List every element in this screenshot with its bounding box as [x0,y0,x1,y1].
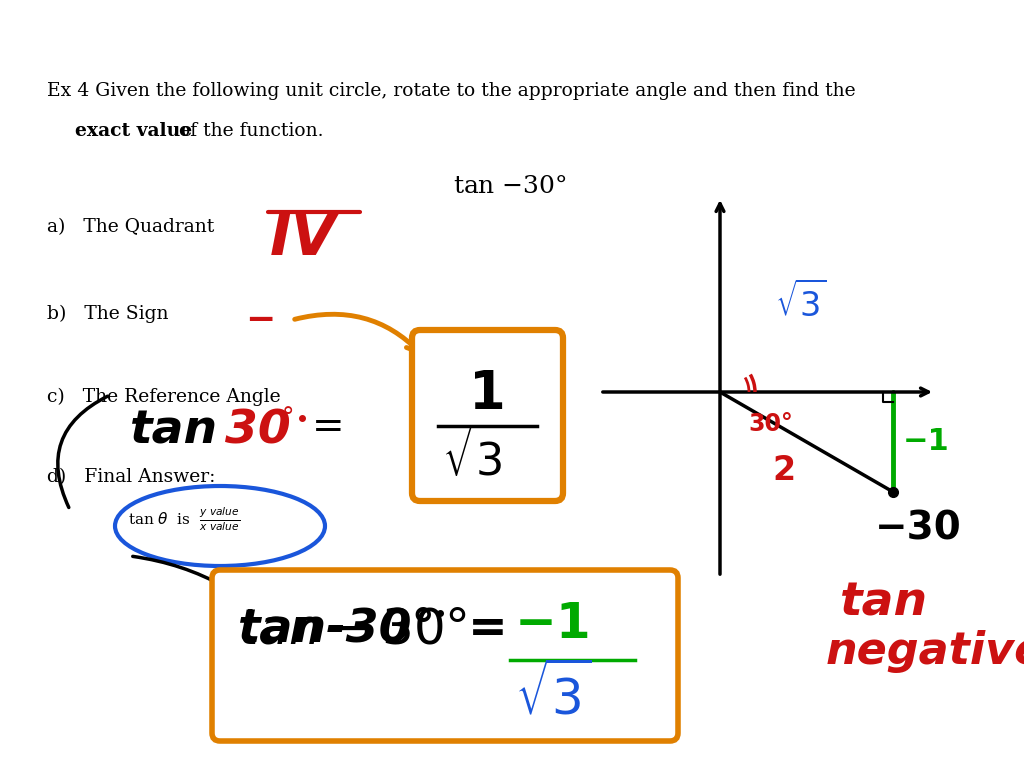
Text: $\sqrt{3}$: $\sqrt{3}$ [515,663,592,724]
Text: $\it{tan-30°}$: $\it{tan-30°}$ [238,606,467,654]
Text: 2: 2 [772,454,796,487]
Text: $\sqrt{3}$: $\sqrt{3}$ [775,282,826,324]
Text: a)   The Quadrant: a) The Quadrant [47,218,214,236]
Ellipse shape [115,486,325,566]
Text: 30°: 30° [748,412,793,436]
Text: b)   The Sign: b) The Sign [47,305,169,323]
Text: c)   The Reference Angle: c) The Reference Angle [47,388,281,406]
Text: tan $-$30°: tan $-$30° [453,175,567,198]
Text: −: − [245,303,275,337]
FancyBboxPatch shape [412,330,563,501]
FancyBboxPatch shape [212,570,678,741]
Text: tan $\theta$  is  $\frac{y\ value}{x\ value}$: tan $\theta$ is $\frac{y\ value}{x\ valu… [128,505,241,533]
Text: −1: −1 [903,428,950,456]
Text: tan: tan [130,408,218,453]
Text: °: ° [282,406,295,430]
Text: tan: tan [840,580,928,625]
Text: −1: −1 [515,600,592,648]
Text: IV: IV [270,210,337,267]
Text: exact value: exact value [75,122,193,140]
Text: Ex 4 Given the following unit circle, rotate to the appropriate angle and then f: Ex 4 Given the following unit circle, ro… [47,82,856,100]
Text: tan-30°  =: tan-30° = [238,606,508,651]
Text: 30: 30 [225,408,291,453]
Text: $\sqrt{3}$: $\sqrt{3}$ [442,428,511,485]
Text: −30: −30 [874,510,962,548]
Text: negative: negative [826,630,1024,673]
Text: =: = [312,408,345,446]
Text: of the function.: of the function. [173,122,324,140]
Text: d)   Final Answer:: d) Final Answer: [47,468,215,486]
Text: 1: 1 [469,368,506,420]
